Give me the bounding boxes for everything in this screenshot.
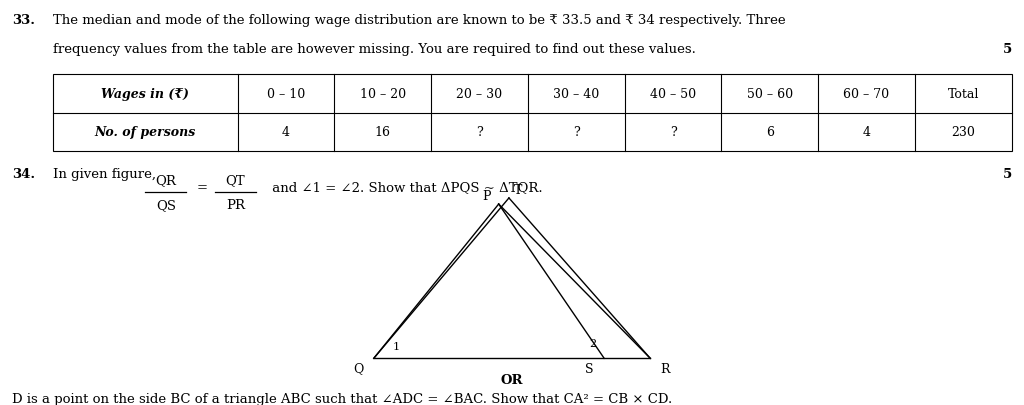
Text: Total: Total bbox=[947, 87, 979, 101]
Text: 4: 4 bbox=[862, 126, 870, 139]
Text: D is a point on the side BC of a triangle ABC such that ∠ADC = ∠BAC. Show that C: D is a point on the side BC of a triangl… bbox=[12, 392, 673, 405]
Text: QS: QS bbox=[156, 198, 176, 211]
Text: 5: 5 bbox=[1002, 43, 1012, 55]
Text: 30 – 40: 30 – 40 bbox=[553, 87, 599, 101]
Text: 10 – 20: 10 – 20 bbox=[359, 87, 406, 101]
Text: The median and mode of the following wage distribution are known to be ₹ 33.5 an: The median and mode of the following wag… bbox=[53, 14, 785, 27]
Text: No. of persons: No. of persons bbox=[95, 126, 196, 139]
Text: QT: QT bbox=[225, 174, 246, 187]
Text: 16: 16 bbox=[375, 126, 391, 139]
Text: R: R bbox=[660, 362, 670, 375]
Text: 230: 230 bbox=[951, 126, 975, 139]
Text: T: T bbox=[514, 183, 522, 196]
Text: In given figure,: In given figure, bbox=[53, 168, 161, 181]
Text: 40 – 50: 40 – 50 bbox=[650, 87, 696, 101]
Text: Q: Q bbox=[353, 362, 364, 375]
Text: PR: PR bbox=[226, 198, 245, 211]
Text: QR: QR bbox=[156, 174, 176, 187]
Text: and ∠1 = ∠2. Show that ΔPQS ~ ΔTQR.: and ∠1 = ∠2. Show that ΔPQS ~ ΔTQR. bbox=[268, 181, 543, 194]
Text: frequency values from the table are however missing. You are required to find ou: frequency values from the table are howe… bbox=[53, 43, 696, 55]
Text: 60 – 70: 60 – 70 bbox=[844, 87, 890, 101]
Text: 2: 2 bbox=[589, 338, 596, 348]
Text: 50 – 60: 50 – 60 bbox=[746, 87, 793, 101]
Text: =: = bbox=[197, 181, 208, 194]
Text: 0 – 10: 0 – 10 bbox=[267, 87, 305, 101]
Text: 34.: 34. bbox=[12, 168, 36, 181]
Text: S: S bbox=[586, 362, 594, 375]
Text: ?: ? bbox=[572, 126, 580, 139]
Bar bbox=[53, 75, 1012, 152]
Text: ?: ? bbox=[476, 126, 483, 139]
Text: OR: OR bbox=[501, 373, 523, 386]
Text: 4: 4 bbox=[282, 126, 290, 139]
Text: 5: 5 bbox=[1002, 168, 1012, 181]
Text: P: P bbox=[482, 190, 490, 202]
Text: 6: 6 bbox=[766, 126, 774, 139]
Text: 20 – 30: 20 – 30 bbox=[457, 87, 503, 101]
Text: 33.: 33. bbox=[12, 14, 35, 27]
Text: 1: 1 bbox=[392, 341, 399, 351]
Text: Wages in (₹): Wages in (₹) bbox=[101, 87, 189, 101]
Text: ?: ? bbox=[670, 126, 677, 139]
